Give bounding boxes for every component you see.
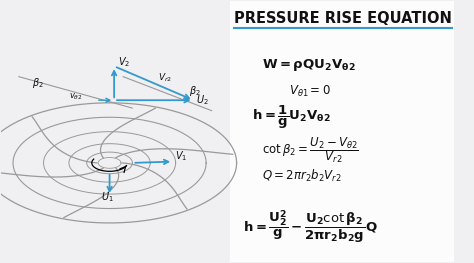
Text: $v_{\theta 2}$: $v_{\theta 2}$: [69, 92, 82, 102]
Text: $V_2$: $V_2$: [118, 55, 130, 69]
Text: $U_1$: $U_1$: [101, 191, 114, 204]
Bar: [230, 1, 455, 262]
Text: $\beta_2$: $\beta_2$: [189, 84, 201, 98]
Text: $U_2$: $U_2$: [196, 93, 209, 107]
Text: $V_{\theta 1} = 0$: $V_{\theta 1} = 0$: [289, 83, 330, 99]
Text: $Q = 2\pi r_2 b_2 V_{r2}$: $Q = 2\pi r_2 b_2 V_{r2}$: [262, 168, 341, 184]
Text: $\mathbf{h = \dfrac{1}{g} U_2 V_{\theta 2}}$: $\mathbf{h = \dfrac{1}{g} U_2 V_{\theta …: [253, 104, 331, 131]
Text: $V_1$: $V_1$: [175, 149, 188, 163]
Text: $\beta_2$: $\beta_2$: [32, 76, 44, 90]
Text: $\cot \beta_2 = \dfrac{U_2 - V_{\theta 2}}{V_{r2}}$: $\cot \beta_2 = \dfrac{U_2 - V_{\theta 2…: [262, 135, 358, 165]
Text: $V_{r2}$: $V_{r2}$: [158, 72, 173, 84]
Text: PRESSURE RISE EQUATION: PRESSURE RISE EQUATION: [234, 11, 452, 26]
Text: $\mathbf{W = \rho Q U_2 V_{\theta 2}}$: $\mathbf{W = \rho Q U_2 V_{\theta 2}}$: [262, 57, 355, 73]
Text: $\mathbf{h = \dfrac{U_2^2}{g} - \dfrac{U_2 \cot \beta_2}{2\pi r_2 b_2 g} Q}$: $\mathbf{h = \dfrac{U_2^2}{g} - \dfrac{U…: [244, 208, 378, 246]
